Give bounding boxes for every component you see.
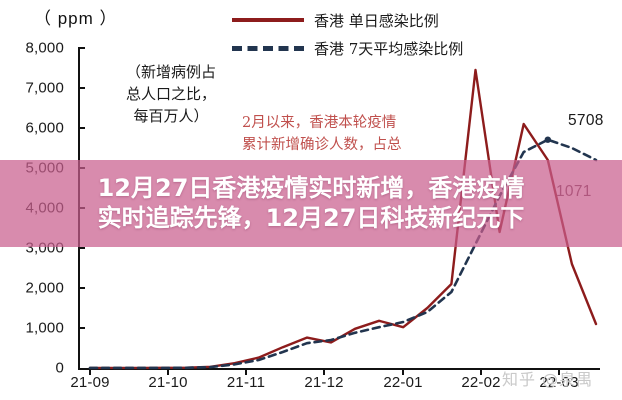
x-tick-2022-02 [480, 368, 482, 375]
y-tick-3000 [78, 247, 85, 249]
y-tick-7000 [78, 87, 85, 89]
peak-marker-7day-average [544, 136, 551, 143]
outbreak-note-line-2: 累计新增确诊人数，占总 [242, 137, 402, 154]
legend-label-7day-average: 香港 7天平均感染比例 [314, 39, 464, 58]
unit-note-line-2: 总人口之比， [125, 84, 216, 103]
outbreak-annotation: 2月以来，香港本轮疫情 累计新增确诊人数，占总 [242, 112, 512, 157]
x-label-2022-02: 22-02 [461, 374, 501, 391]
chart-legend: 香港 单日感染比例 香港 7天平均感染比例 [232, 6, 552, 62]
peak-value-callout: 5708 [568, 112, 604, 129]
x-axis-line [78, 368, 600, 370]
x-label-2021-12: 21-12 [304, 374, 344, 391]
x-label-2021-09: 21-09 [70, 374, 110, 391]
y-label-8000: 8,000 [25, 39, 64, 57]
x-tick-2021-12 [323, 368, 325, 375]
x-label-2021-11: 21-11 [226, 374, 266, 391]
legend-swatch-solid-line-icon [232, 18, 304, 22]
unit-note-line-1: （新增病例占 [125, 63, 216, 81]
y-label-2000: 2,000 [25, 279, 64, 297]
y-axis-unit-label: （ ppm ） [34, 9, 118, 28]
y-label-1000: 1,000 [25, 319, 64, 337]
x-tick-2021-11 [245, 368, 247, 375]
y-tick-2000 [78, 287, 85, 289]
legend-item-7day-average: 香港 7天平均感染比例 [232, 34, 552, 62]
legend-item-daily: 香港 单日感染比例 [232, 6, 552, 34]
y-tick-8000 [78, 47, 85, 49]
x-tick-2021-10 [167, 368, 169, 375]
watermark: 知乎 @泉禺 [502, 370, 594, 389]
x-label-2022-03: 22-03 [539, 374, 579, 391]
legend-swatch-dashed-line-icon [232, 45, 304, 51]
unit-explanation-note: （新增病例占 总人口之比， 每百万人） [96, 62, 246, 127]
y-label-6000: 6,000 [25, 119, 64, 137]
y-label-7000: 7,000 [25, 79, 64, 97]
y-tick-6000 [78, 127, 85, 129]
y-tick-1000 [78, 327, 85, 329]
x-label-2022-01: 22-01 [383, 374, 423, 391]
y-label-0: 0 [55, 359, 64, 377]
x-tick-2021-09 [89, 368, 91, 375]
overlay-banner [0, 160, 622, 247]
x-tick-2022-01 [402, 368, 404, 375]
outbreak-note-line-1: 2月以来，香港本轮疫情 [242, 115, 397, 131]
x-tick-2022-03 [558, 368, 560, 375]
unit-note-line-3: 每百万人） [133, 106, 209, 125]
x-label-2021-10: 21-10 [148, 374, 188, 391]
legend-label-daily: 香港 单日感染比例 [314, 11, 439, 30]
